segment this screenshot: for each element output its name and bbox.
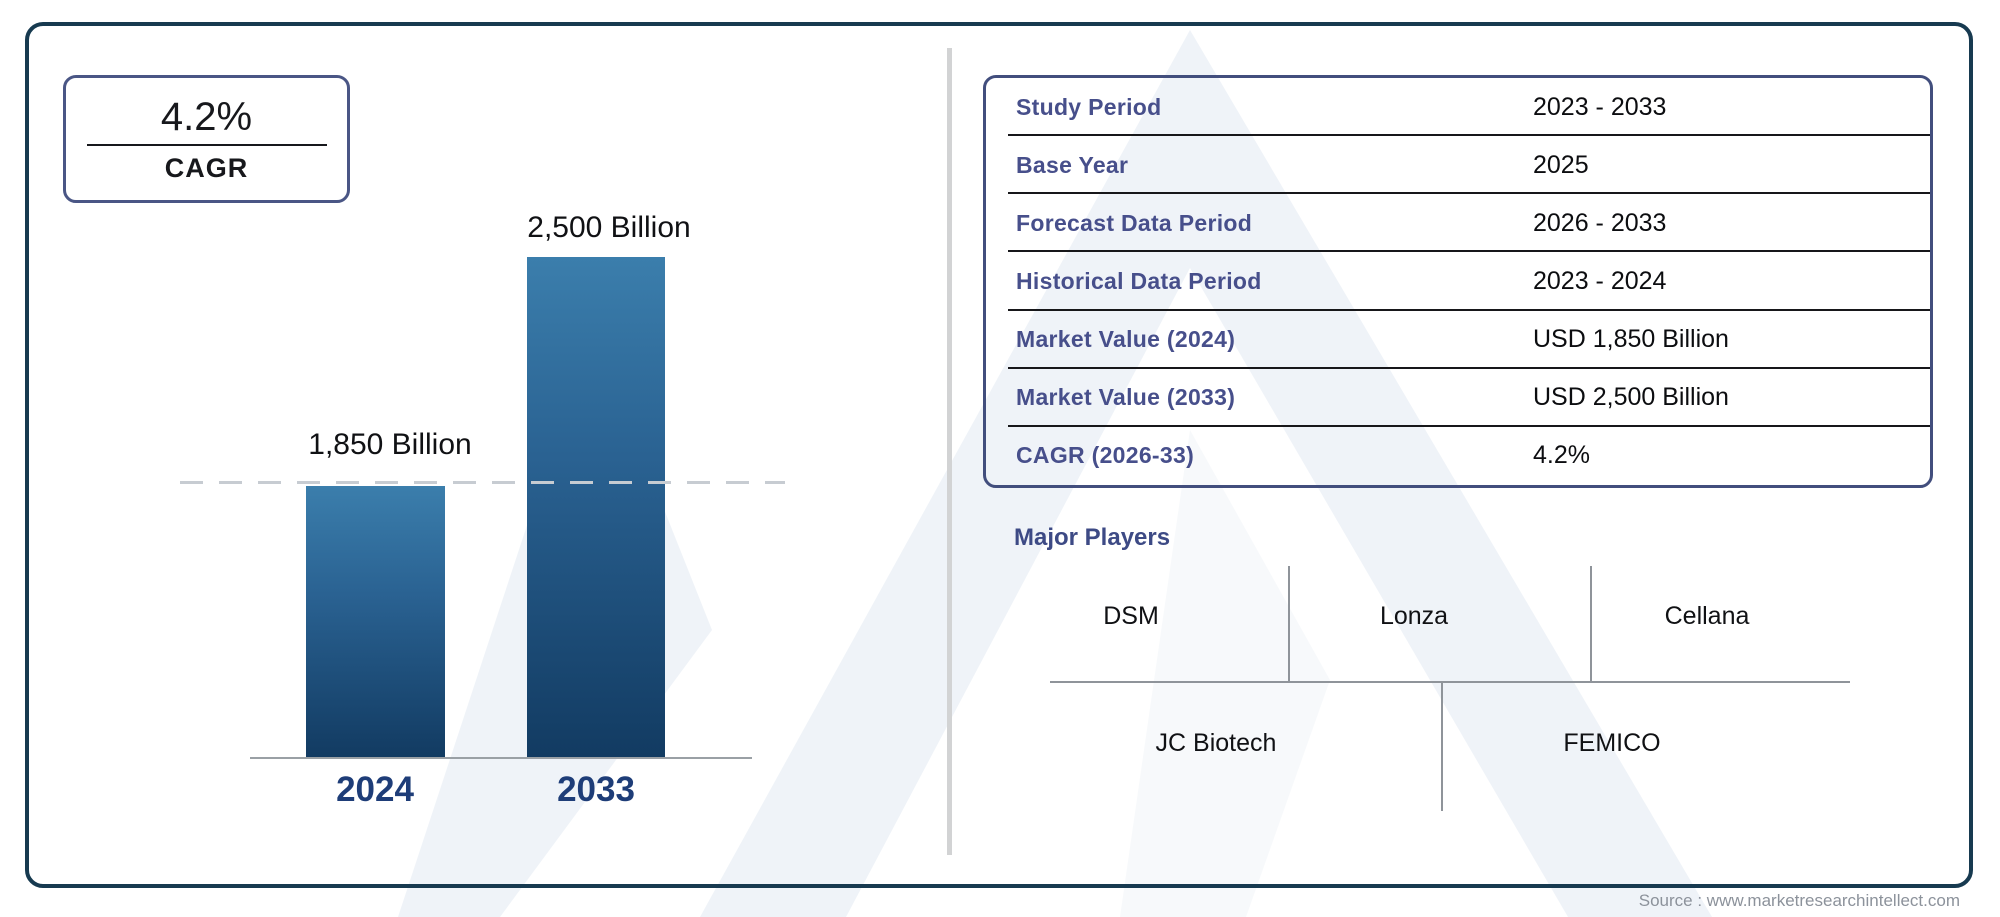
row-label: CAGR (2026-33) (1016, 442, 1195, 469)
row-value: 2025 (1533, 150, 1589, 179)
table-row-forecast-period: Forecast Data Period 2026 - 2033 (986, 194, 1930, 253)
dashed-reference-line (180, 481, 785, 484)
watermark-inner-stroke (1120, 430, 1330, 917)
cagr-value: 4.2% (160, 94, 253, 139)
player-name-jc-biotech: JC Biotech (1155, 729, 1277, 757)
player-name-dsm: DSM (1103, 602, 1159, 630)
row-label: Market Value (2033) (1016, 384, 1236, 411)
cagr-divider-line (86, 143, 327, 146)
table-row-historical-period: Historical Data Period 2023 - 2024 (986, 252, 1930, 311)
row-value: 2023 - 2033 (1533, 92, 1667, 121)
table-row-study-period: Study Period 2023 - 2033 (986, 78, 1930, 137)
players-grid-vline-3 (1441, 683, 1443, 811)
players-grid-hline (1050, 681, 1850, 683)
watermark-peak (700, 30, 1712, 917)
row-value: 2026 - 2033 (1533, 208, 1667, 237)
source-text: Source : www.marketresearchintellect.com (1638, 891, 1960, 910)
table-row-market-value-2024: Market Value (2024) USD 1,850 Billion (986, 311, 1930, 369)
row-value: 2023 - 2024 (1533, 266, 1667, 295)
player-name-lonza: Lonza (1379, 602, 1449, 630)
cagr-box: 4.2% CAGR (63, 75, 350, 203)
players-grid-vline-2 (1590, 566, 1592, 681)
table-row-market-value-2033: Market Value (2033) USD 2,500 Billion (986, 369, 1930, 427)
table-row-cagr: CAGR (2026-33) 4.2% (986, 427, 1930, 485)
table-row-base-year: Base Year 2025 (986, 136, 1930, 195)
year-label-2033: 2033 (557, 770, 635, 809)
row-value: 4.2% (1533, 441, 1590, 470)
bar-2024 (306, 486, 445, 757)
year-label-2024: 2024 (336, 770, 414, 809)
bar-value-label-2024: 1,850 Billion (308, 428, 472, 461)
row-label: Base Year (1016, 151, 1129, 178)
player-name-femico: FEMICO (1563, 729, 1661, 757)
row-value: USD 1,850 Billion (1533, 325, 1729, 354)
bar-2033 (527, 257, 665, 757)
row-label: Study Period (1016, 93, 1162, 120)
row-label: Forecast Data Period (1016, 209, 1253, 236)
cagr-label: CAGR (164, 152, 249, 183)
player-name-cellana: Cellana (1664, 602, 1750, 630)
row-label: Historical Data Period (1016, 267, 1262, 294)
panel-divider (947, 48, 952, 855)
players-grid-vline-1 (1288, 566, 1290, 681)
info-table: Study Period 2023 - 2033 Base Year 2025 … (983, 75, 1933, 488)
row-label: Market Value (2024) (1016, 326, 1236, 353)
row-value: USD 2,500 Billion (1533, 383, 1729, 412)
x-axis-line (250, 757, 752, 759)
major-players-heading: Major Players (1014, 524, 1171, 551)
bar-value-label-2033: 2,500 Billion (527, 211, 691, 244)
